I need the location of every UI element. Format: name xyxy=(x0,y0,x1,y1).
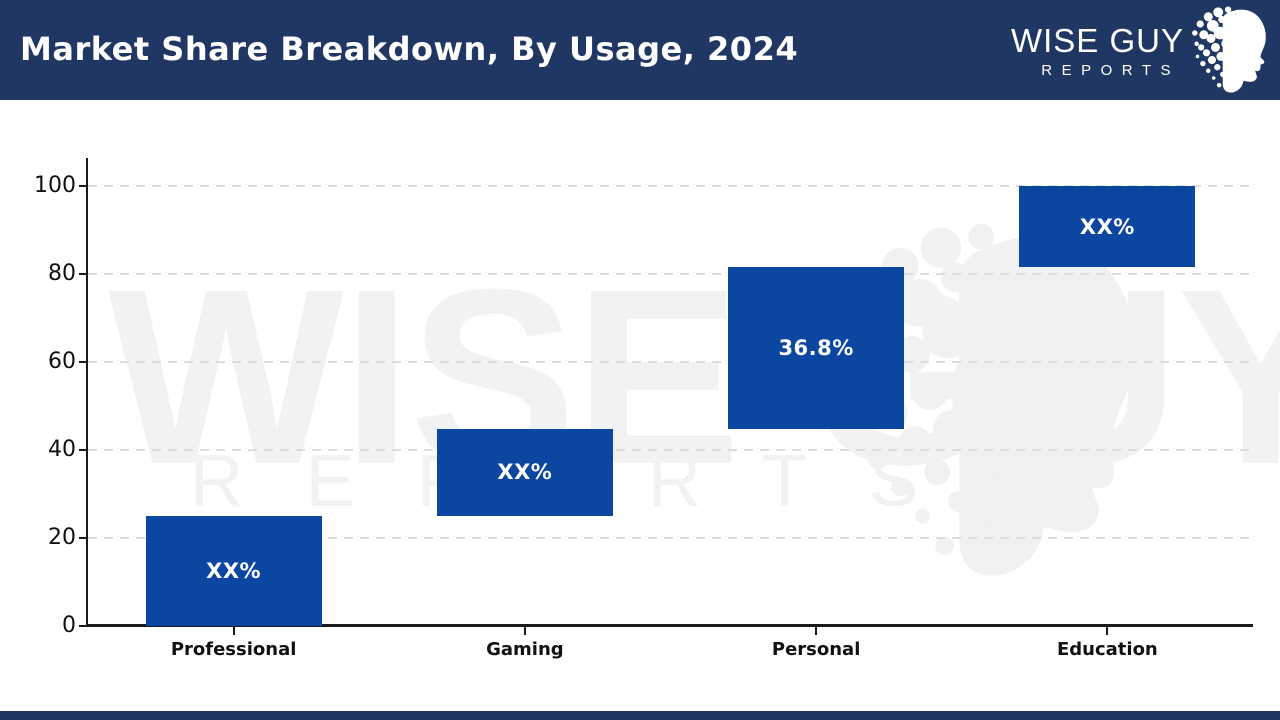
bar-education: XX% xyxy=(1019,186,1196,268)
bar-personal: 36.8% xyxy=(728,267,905,430)
y-tick-mark-20 xyxy=(79,536,87,539)
gridline-60 xyxy=(88,360,1253,363)
gridline-100 xyxy=(88,185,1253,187)
y-tick-mark-40 xyxy=(79,448,87,451)
x-axis-line xyxy=(86,624,1253,627)
x-tick-mark-personal xyxy=(815,627,818,635)
header-bar: Market Share Breakdown, By Usage, 2024 W… xyxy=(0,0,1280,100)
x-tick-label-education: Education xyxy=(1056,639,1158,660)
y-axis-line xyxy=(86,158,88,626)
y-tick-label-60: 60 xyxy=(48,348,76,374)
y-tick-label-20: 20 xyxy=(48,524,76,550)
y-tick-mark-60 xyxy=(79,360,87,363)
footer-bar xyxy=(0,711,1280,720)
y-tick-label-0: 0 xyxy=(62,612,76,638)
bar-professional: XX% xyxy=(145,515,322,626)
gridline-20 xyxy=(88,536,1253,539)
y-tick-mark-80 xyxy=(79,272,87,275)
x-tick-label-gaming: Gaming xyxy=(486,639,564,660)
y-tick-mark-100 xyxy=(79,185,87,187)
x-tick-mark-professional xyxy=(232,627,235,635)
x-tick-mark-education xyxy=(1106,627,1109,635)
logo-subtitle: REPORTS xyxy=(1041,62,1180,79)
gridline-40 xyxy=(88,448,1253,451)
wise-guy-reports-logo: WISE GUY REPORTS xyxy=(972,0,1272,100)
logo-face-icon xyxy=(1192,6,1266,93)
bar-value-label-professional: XX% xyxy=(206,558,262,583)
bar-value-label-personal: 36.8% xyxy=(778,336,854,361)
y-tick-label-40: 40 xyxy=(48,436,76,462)
gridline-80 xyxy=(88,272,1253,275)
y-tick-mark-0 xyxy=(79,624,87,627)
y-tick-label-100: 100 xyxy=(34,173,76,198)
logo-wordmark: WISE GUY xyxy=(1010,22,1184,59)
bar-gaming: XX% xyxy=(436,429,613,516)
bar-value-label-education: XX% xyxy=(1079,214,1135,239)
bar-value-label-gaming: XX% xyxy=(497,460,553,485)
x-tick-label-personal: Personal xyxy=(771,639,861,660)
chart-title: Market Share Breakdown, By Usage, 2024 xyxy=(20,30,799,68)
y-tick-label-80: 80 xyxy=(48,260,76,286)
x-tick-label-professional: Professional xyxy=(170,639,297,660)
x-tick-mark-gaming xyxy=(523,627,526,635)
